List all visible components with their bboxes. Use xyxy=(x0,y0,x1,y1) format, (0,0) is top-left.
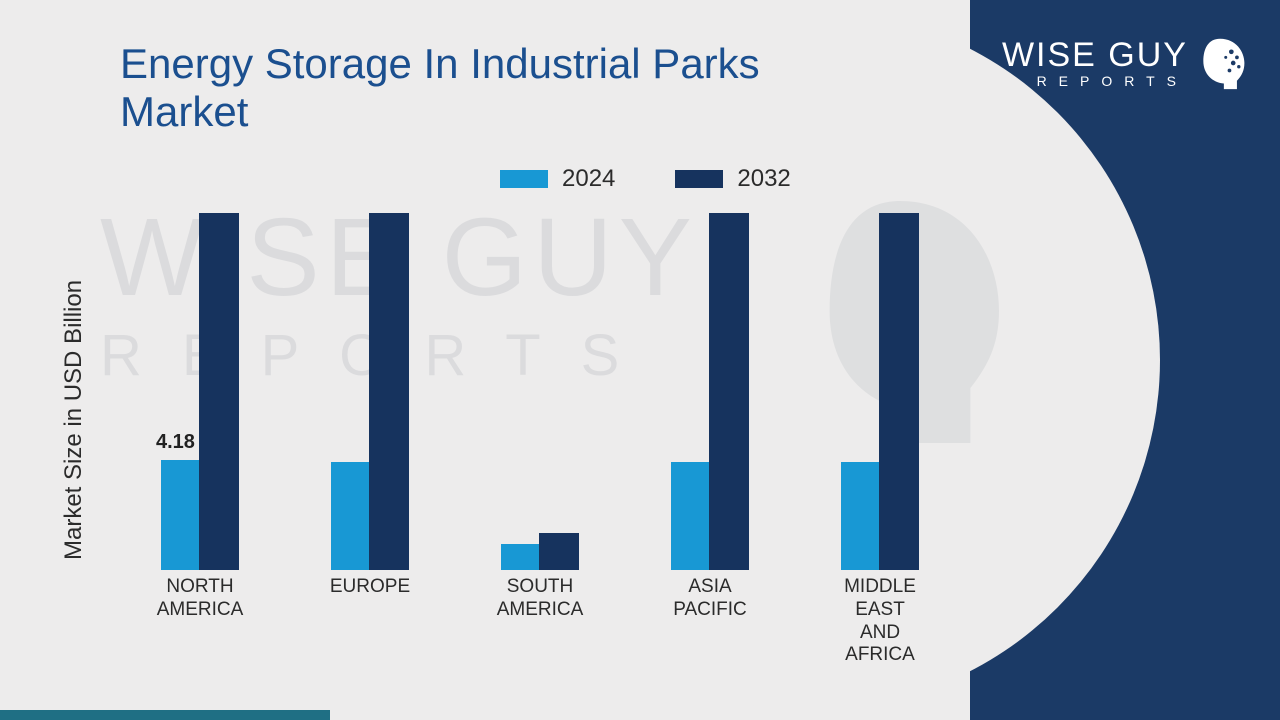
legend-swatch-2032 xyxy=(675,170,723,188)
legend-item: 2032 xyxy=(675,165,790,193)
x-axis-label: EUROPE xyxy=(295,576,445,599)
bar-2024 xyxy=(331,462,371,570)
chart-area: 4.18 xyxy=(120,200,950,570)
chart-title: Energy Storage In Industrial Parks Marke… xyxy=(120,40,860,137)
bar-value-label: 4.18 xyxy=(156,431,195,454)
bar-2032 xyxy=(879,213,919,570)
legend-label: 2032 xyxy=(737,165,790,193)
bar-2024 xyxy=(671,462,711,570)
bar-group xyxy=(310,213,430,570)
x-axis-labels: NORTHAMERICA EUROPE SOUTHAMERICA ASIAPACIFI… xyxy=(120,576,950,706)
legend-swatch-2024 xyxy=(500,170,548,188)
brand-logo: WISE GUY REPORTS xyxy=(990,28,1250,98)
plot-area: 4.18 xyxy=(120,200,950,570)
bar-2032 xyxy=(369,213,409,570)
brand-head-icon xyxy=(1194,35,1250,91)
x-axis-label: MIDDLEEASTANDAFRICA xyxy=(805,576,955,667)
x-axis-label: ASIAPACIFIC xyxy=(635,576,785,622)
footer-accent-bar xyxy=(0,710,330,720)
canvas: WISE GUY REPORTS WISE GUY REPORTS Energy… xyxy=(0,0,1280,720)
bar-2032 xyxy=(709,213,749,570)
x-axis-label: SOUTHAMERICA xyxy=(465,576,615,622)
bar-group xyxy=(820,213,940,570)
brand-logo-sub: REPORTS xyxy=(1002,74,1188,88)
bar-2032 xyxy=(539,533,579,570)
legend: 2024 2032 xyxy=(500,165,791,193)
x-axis-label: NORTHAMERICA xyxy=(125,576,275,622)
legend-label: 2024 xyxy=(562,165,615,193)
bar-group xyxy=(480,533,600,570)
y-axis-label: Market Size in USD Billion xyxy=(60,280,88,560)
bar-2024 xyxy=(841,462,881,570)
bar-2032 xyxy=(199,213,239,570)
bar-group xyxy=(650,213,770,570)
bar-group xyxy=(140,213,260,570)
bar-2024 xyxy=(161,460,201,570)
legend-item: 2024 xyxy=(500,165,615,193)
bar-2024 xyxy=(501,544,541,570)
brand-logo-main: WISE GUY xyxy=(1002,38,1188,72)
brand-logo-text: WISE GUY REPORTS xyxy=(1002,38,1188,88)
